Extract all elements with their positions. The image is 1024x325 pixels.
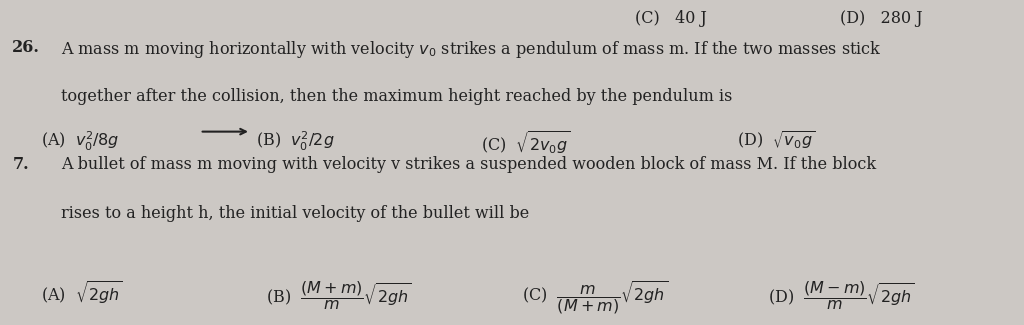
Text: (C)   40 J: (C) 40 J — [635, 10, 707, 27]
Text: (C)  $\dfrac{m}{(M+m)}\sqrt{2gh}$: (C) $\dfrac{m}{(M+m)}\sqrt{2gh}$ — [522, 280, 669, 316]
Text: (A)  $v_0^2/8g$: (A) $v_0^2/8g$ — [41, 130, 120, 153]
Text: (D)   280 J: (D) 280 J — [840, 10, 923, 27]
Text: (D)  $\dfrac{(M-m)}{m}\sqrt{2gh}$: (D) $\dfrac{(M-m)}{m}\sqrt{2gh}$ — [768, 280, 914, 313]
Text: 26.: 26. — [12, 39, 40, 56]
Text: (B)  $\dfrac{(M+m)}{m}\sqrt{2gh}$: (B) $\dfrac{(M+m)}{m}\sqrt{2gh}$ — [266, 280, 412, 313]
Text: together after the collision, then the maximum height reached by the pendulum is: together after the collision, then the m… — [61, 88, 733, 105]
Text: (C)  $\sqrt{2v_0g}$: (C) $\sqrt{2v_0g}$ — [481, 130, 570, 157]
Text: (D)  $\sqrt{v_0g}$: (D) $\sqrt{v_0g}$ — [737, 130, 815, 152]
Text: A bullet of mass m moving with velocity v strikes a suspended wooden block of ma: A bullet of mass m moving with velocity … — [61, 156, 877, 173]
Text: A mass m moving horizontally with velocity $v_0$ strikes a pendulum of mass m. I: A mass m moving horizontally with veloci… — [61, 39, 883, 60]
Text: (B)  $v_0^2/2g$: (B) $v_0^2/2g$ — [256, 130, 335, 153]
Text: (A)  $\sqrt{2gh}$: (A) $\sqrt{2gh}$ — [41, 280, 123, 306]
Text: rises to a height h, the initial velocity of the bullet will be: rises to a height h, the initial velocit… — [61, 205, 529, 222]
Text: 7.: 7. — [12, 156, 29, 173]
